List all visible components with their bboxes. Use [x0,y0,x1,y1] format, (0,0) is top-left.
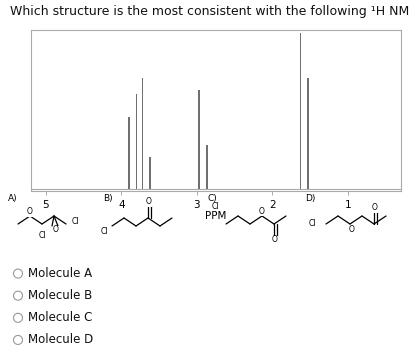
Text: Cl: Cl [72,217,79,226]
Bar [299,33,301,189]
Text: Which structure is the most consistent with the following ¹H NMR?: Which structure is the most consistent w… [10,5,409,18]
Text: O: O [259,206,265,216]
Text: C): C) [208,194,218,203]
Text: Cl: Cl [309,219,317,229]
Text: Cl: Cl [212,202,220,211]
Text: B): B) [103,194,112,203]
Text: O: O [146,197,152,206]
Text: Cl: Cl [38,231,46,240]
Text: O: O [272,236,278,245]
Text: Molecule A: Molecule A [28,267,92,280]
Text: O: O [53,225,59,234]
Bar [198,90,200,189]
X-axis label: PPM: PPM [205,211,227,221]
Bar [142,78,143,189]
Bar [136,93,137,189]
Bar [149,157,151,189]
Bar [307,78,309,189]
Bar [128,117,130,189]
Text: O: O [372,203,378,212]
Text: Molecule D: Molecule D [28,334,93,346]
Text: A): A) [8,194,18,203]
Text: D): D) [305,194,315,203]
Text: Cl: Cl [101,228,108,237]
Text: Molecule B: Molecule B [28,289,92,302]
Bar [206,145,207,189]
Text: O: O [27,208,33,217]
Text: Molecule C: Molecule C [28,311,92,324]
Text: O: O [349,225,355,234]
